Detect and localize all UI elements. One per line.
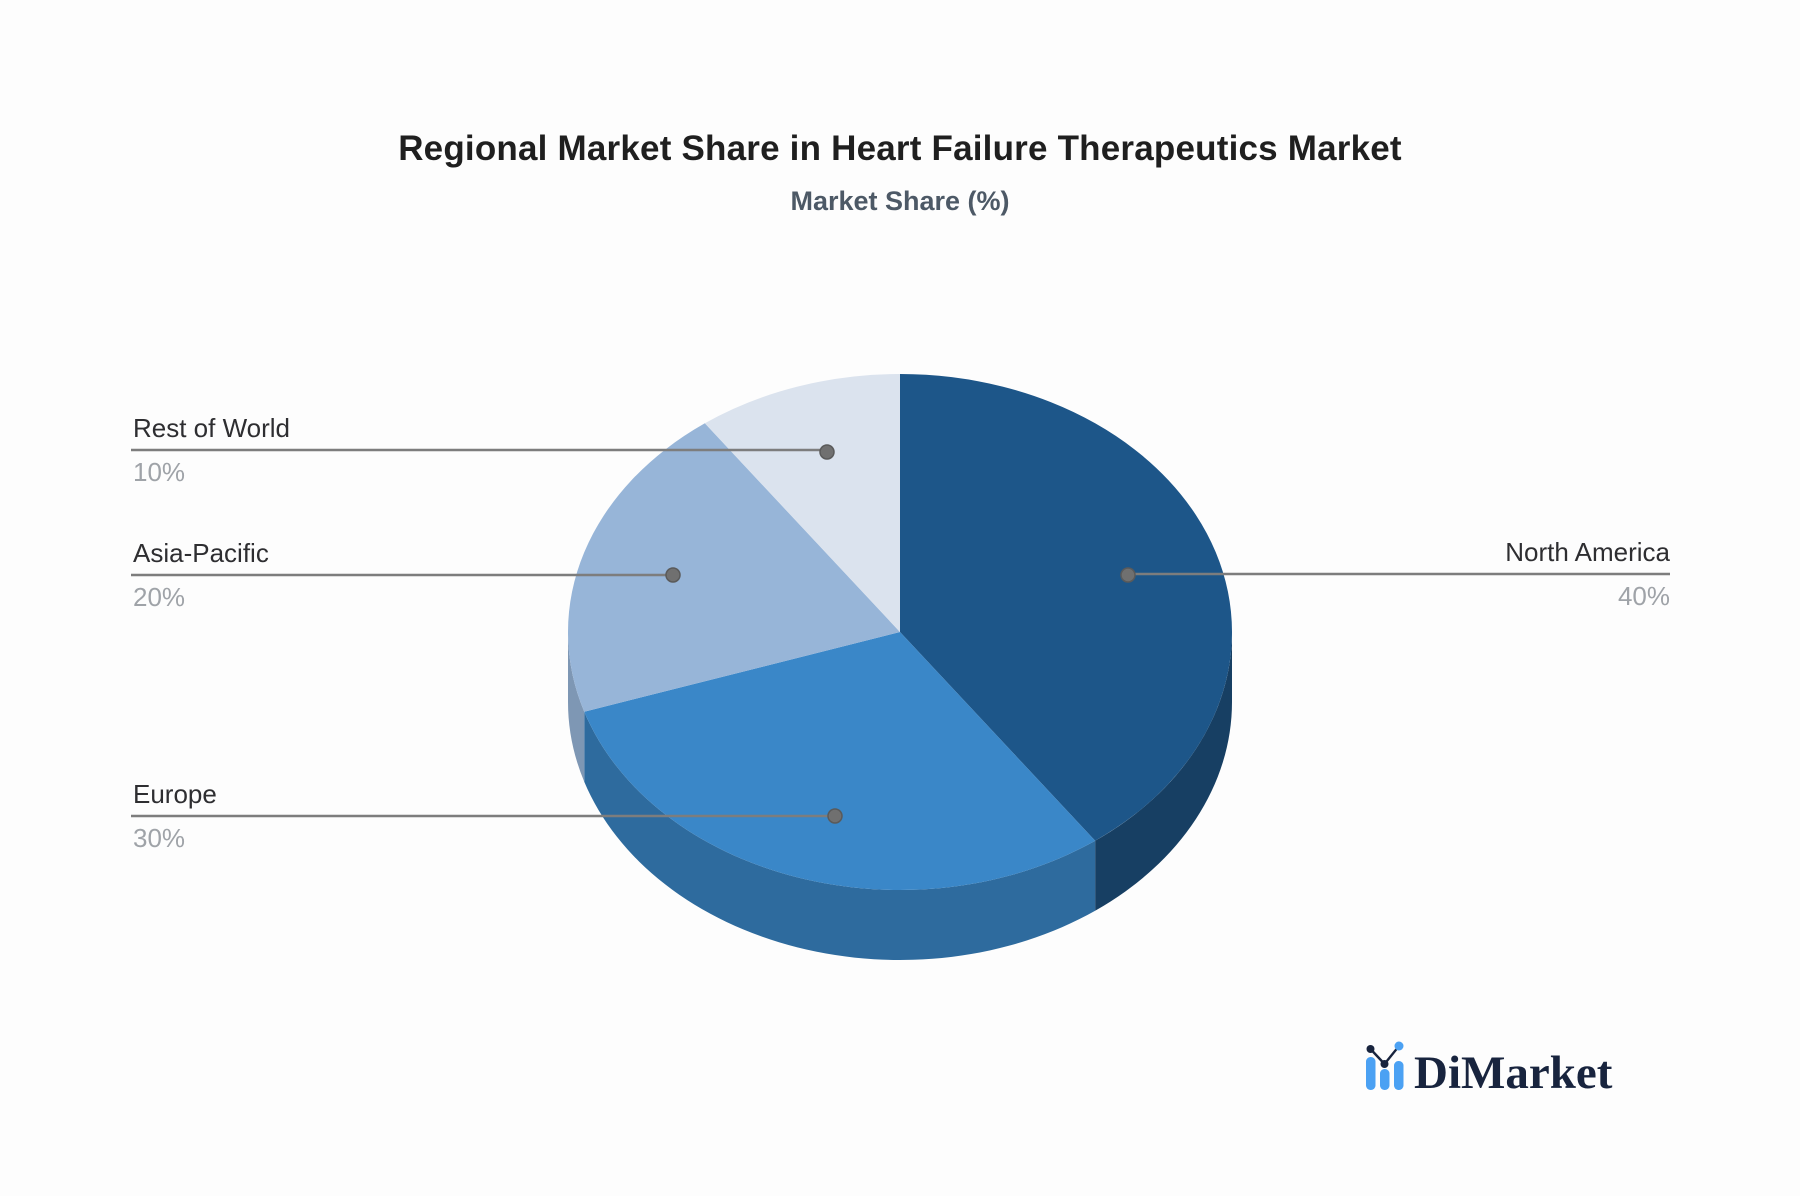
logo-wordmark: DiMarket: [1414, 1047, 1613, 1099]
pie-slice-asia-pacific-side: [568, 632, 585, 782]
pie-slice-europe-side: [584, 711, 1096, 960]
chart-subtitle: Market Share (%): [790, 186, 1010, 216]
pie-slice-rest-of-world[interactable]: [704, 374, 900, 632]
leader-dot-asia-pacific: [665, 567, 681, 583]
slice-pct-asia-pacific: 20%: [133, 582, 186, 612]
chart-title: Regional Market Share in Heart Failure T…: [398, 129, 1402, 168]
bar-chart-icon: [1366, 1041, 1404, 1090]
pie-slice-north-america-side: [1095, 632, 1232, 911]
slice-name-rest-of-world: Rest of World: [133, 413, 291, 443]
leader-dot-rest-of-world: [819, 444, 835, 460]
slice-pct-north-america: 40%: [1617, 581, 1670, 611]
slice-pct-europe: 30%: [133, 823, 186, 853]
pie-slices: [567, 374, 1232, 890]
slice-name-asia-pacific: Asia-Pacific: [133, 538, 269, 568]
slice-name-europe: Europe: [133, 779, 217, 809]
slice-pct-rest-of-world: 10%: [133, 457, 186, 487]
slice-name-north-america: North America: [1505, 537, 1670, 567]
leader-dot-north-america: [1120, 567, 1136, 583]
pie-slice-europe[interactable]: [584, 632, 1096, 890]
leader-lines: [131, 444, 1670, 824]
pie-3d-sides: [568, 632, 1232, 960]
leader-dot-europe: [827, 808, 843, 824]
pie-slice-north-america[interactable]: [900, 374, 1232, 841]
pie-slice-asia-pacific[interactable]: [567, 423, 900, 712]
